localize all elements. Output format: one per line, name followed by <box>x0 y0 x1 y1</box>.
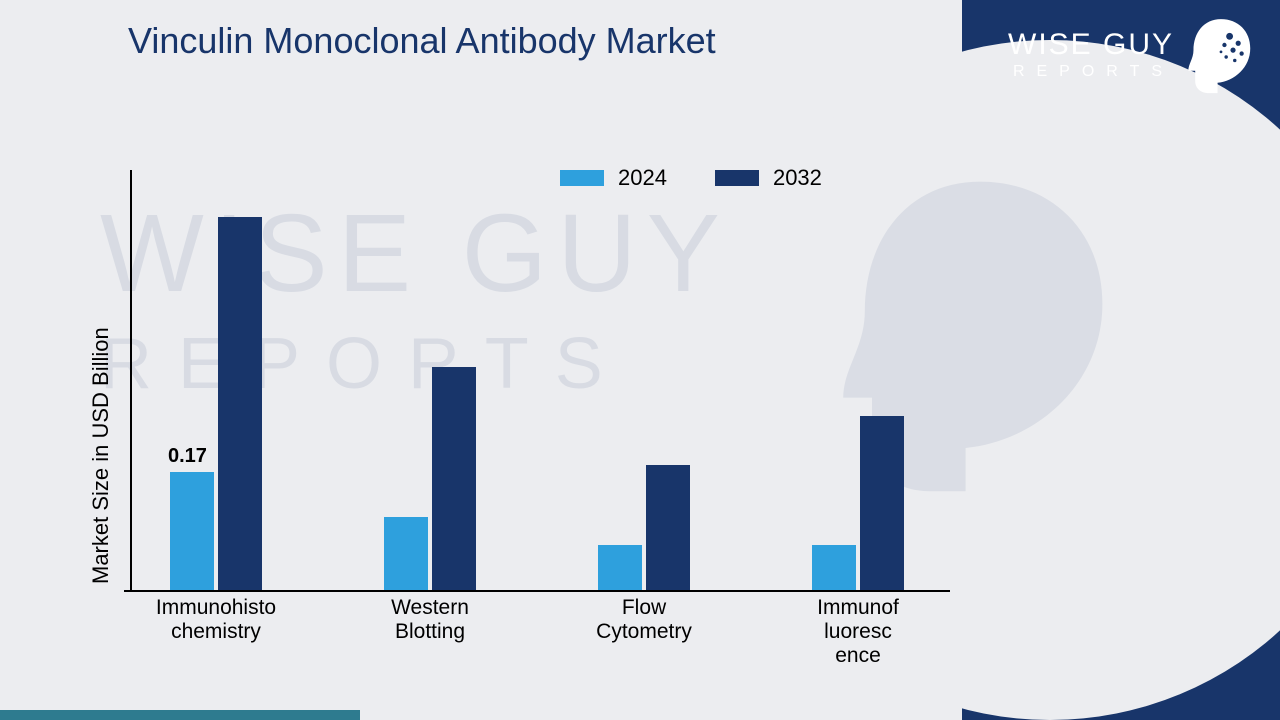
bar-2032 <box>218 217 262 590</box>
bars-container: 0.17 <box>130 200 950 590</box>
bar-value-label: 0.17 <box>168 445 207 468</box>
category-label: Immunofluorescence <box>778 596 938 668</box>
legend-swatch-2032 <box>715 170 759 186</box>
bar-2032 <box>646 465 690 590</box>
bottom-accent-bar <box>0 710 360 720</box>
bar-2024 <box>384 517 428 590</box>
category-label: FlowCytometry <box>564 596 724 644</box>
legend-item-2024: 2024 <box>560 165 667 191</box>
y-axis-label: Market Size in USD Billion <box>88 327 114 584</box>
category-label: Immunohistochemistry <box>136 596 296 644</box>
brand-logo: WISE GUY REPORTS <box>1008 30 1174 80</box>
brand-logo-line1: WISE GUY <box>1008 30 1174 60</box>
brand-logo-line2: REPORTS <box>1008 64 1174 80</box>
brand-logo-head-icon <box>1178 14 1264 100</box>
bar-2032 <box>432 367 476 590</box>
bar-2032 <box>860 416 904 590</box>
bar-2024 <box>812 545 856 590</box>
x-axis-line <box>124 590 950 592</box>
legend-label-2024: 2024 <box>618 165 667 191</box>
legend-swatch-2024 <box>560 170 604 186</box>
category-label: WesternBlotting <box>350 596 510 644</box>
bar-2024 <box>170 472 214 590</box>
legend-label-2032: 2032 <box>773 165 822 191</box>
bar-2024 <box>598 545 642 590</box>
bar-chart: Market Size in USD Billion 0.17 Immunohi… <box>130 200 950 590</box>
chart-legend: 2024 2032 <box>560 165 822 191</box>
chart-title: Vinculin Monoclonal Antibody Market <box>128 20 716 62</box>
legend-item-2032: 2032 <box>715 165 822 191</box>
